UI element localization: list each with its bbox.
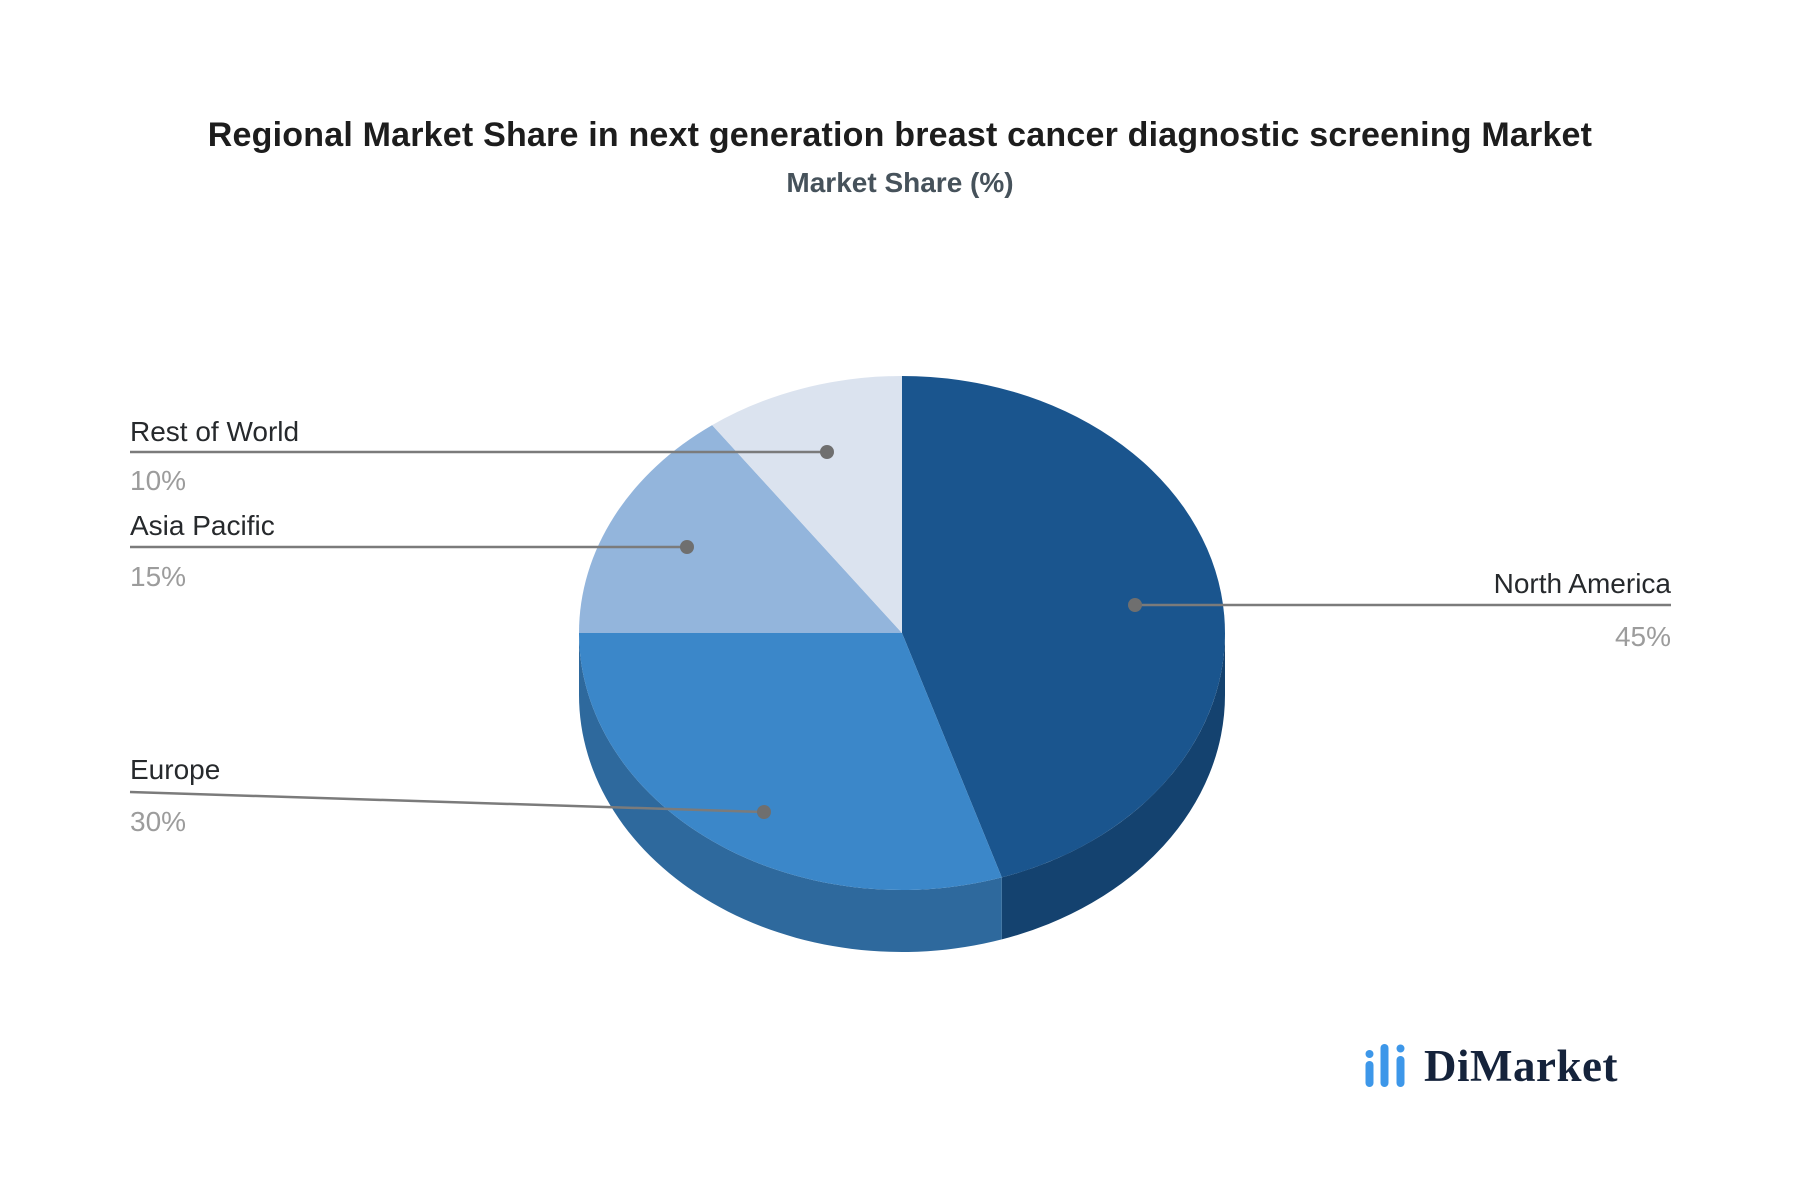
callout-label: Asia Pacific (130, 510, 275, 541)
brand-logo-text: DiMarket (1424, 1041, 1618, 1091)
pie-slice-europe (579, 633, 1002, 890)
pie-slice-rest-of-world (712, 376, 902, 633)
pie-slice-north-america (902, 376, 1225, 878)
callout-label: North America (1493, 568, 1671, 599)
brand-logo: DiMarket (1364, 1042, 1618, 1094)
callout-europe: Europe 30% (130, 754, 220, 838)
callout-label: Europe (130, 754, 221, 785)
callout-value: 15% (130, 561, 187, 593)
leader-dot-europe (757, 805, 771, 819)
pie-slice-side-north-america (1001, 633, 1225, 940)
leader-dot-rest-of-world (820, 445, 834, 459)
callout-north-america: North America 45% (1494, 568, 1671, 653)
callout-asia-pacific: Asia Pacific 15% (130, 510, 275, 593)
leader-dot-north-america (1128, 598, 1142, 612)
callout-value: 45% (1614, 621, 1671, 653)
chart-subtitle: Market Share (%) (786, 167, 1014, 198)
pie-slice-asia-pacific (579, 425, 902, 633)
bar-chart-icon (1365, 1044, 1405, 1087)
callout-value: 10% (130, 465, 187, 497)
leader-dot-asia-pacific (680, 540, 694, 554)
callout-rest-of-world: Rest of World 10% (130, 416, 299, 497)
leader-line-europe (129, 790, 765, 814)
callout-value: 30% (130, 806, 187, 838)
callout-label: Rest of World (130, 416, 300, 447)
pie-slice-side-europe (579, 633, 1002, 952)
chart-title: Regional Market Share in next generation… (207, 116, 1593, 154)
